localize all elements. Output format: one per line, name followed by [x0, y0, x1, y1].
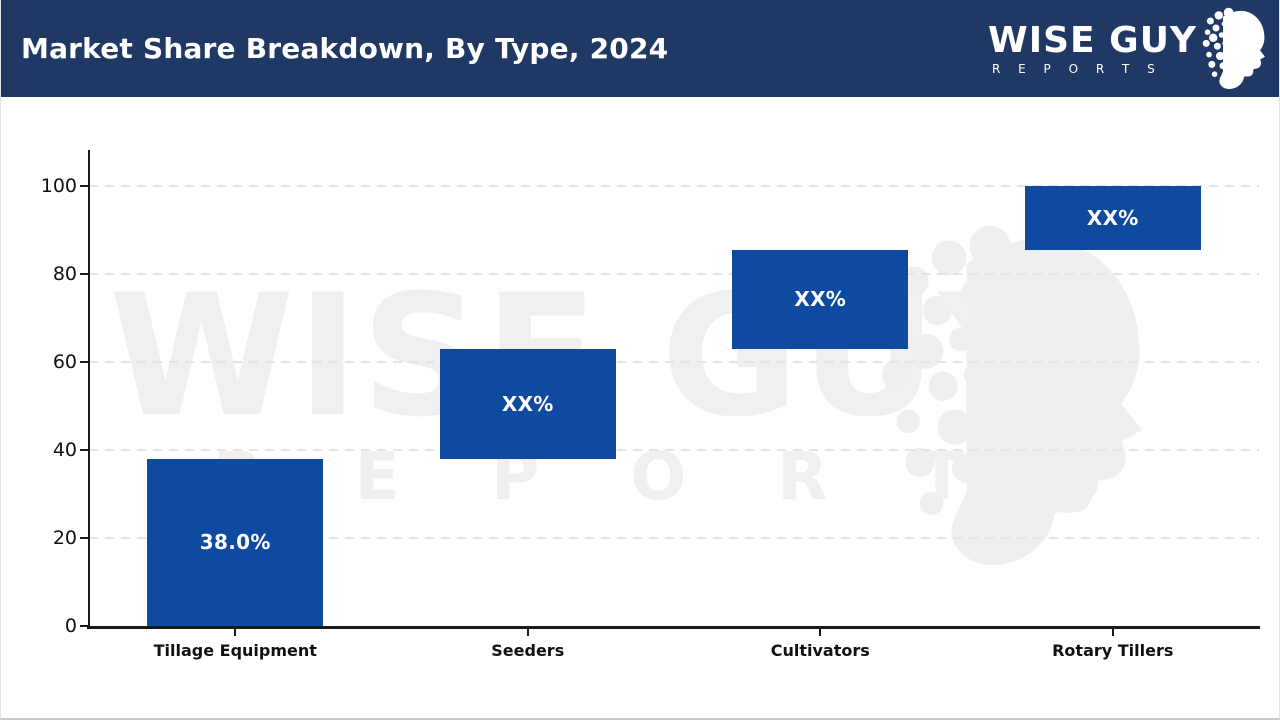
x-tick-rotary-tillers	[1111, 627, 1114, 636]
bar-cultivators: XX%	[732, 249, 909, 349]
bar-rotary-tillers: XX%	[1024, 186, 1201, 250]
gridline-40	[89, 449, 1259, 451]
page-title: Market Share Breakdown, By Type, 2024	[21, 32, 669, 65]
bar-seeders: XX%	[439, 348, 616, 459]
header-bar: Market Share Breakdown, By Type, 2024 WI…	[1, 0, 1279, 97]
wise-guy-logo: WISE GUY R E P O R T S	[988, 6, 1273, 92]
x-tick-cultivators	[819, 627, 822, 636]
y-tick-label-0: 0	[64, 615, 77, 637]
logo-brand-line2: R E P O R T S	[991, 61, 1162, 76]
y-tick-label-20: 20	[52, 527, 77, 549]
bar-value-label: XX%	[794, 287, 847, 312]
y-tick-100	[80, 185, 89, 187]
x-tick-seeders	[526, 627, 529, 636]
gridline-20	[89, 537, 1259, 539]
y-tick-label-40: 40	[52, 439, 77, 461]
bar-tillage-equipment: 38.0%	[147, 458, 324, 626]
watermark-text-line2: R E P O R T S	[213, 438, 1137, 515]
x-axis-line	[87, 626, 1260, 629]
wise-guy-head-icon	[1201, 7, 1273, 91]
x-axis-label-cultivators: Cultivators	[770, 641, 870, 660]
bar-value-label: 38.0%	[199, 530, 271, 555]
bar-value-label: XX%	[1086, 205, 1139, 230]
x-axis-label-tillage-equipment: Tillage Equipment	[153, 641, 317, 660]
gridline-60	[89, 361, 1259, 363]
y-tick-80	[80, 273, 89, 275]
y-tick-20	[80, 537, 89, 539]
logo-brand-line1: WISE GUY	[987, 19, 1197, 61]
x-axis-label-seeders: Seeders	[491, 641, 565, 660]
y-tick-label-80: 80	[52, 263, 77, 285]
y-axis-line	[88, 150, 90, 628]
y-tick-label-100: 100	[40, 175, 77, 197]
y-tick-60	[80, 361, 89, 363]
gridline-100	[89, 185, 1259, 187]
bar-value-label: XX%	[501, 391, 554, 416]
x-axis-label-rotary-tillers: Rotary Tillers	[1052, 641, 1174, 660]
y-tick-label-60: 60	[52, 351, 77, 373]
y-tick-40	[80, 449, 89, 451]
y-tick-0	[80, 625, 89, 627]
wise-guy-logo-text: WISE GUY R E P O R T S	[987, 19, 1197, 76]
gridline-80	[89, 273, 1259, 275]
x-tick-tillage-equipment	[234, 627, 237, 636]
